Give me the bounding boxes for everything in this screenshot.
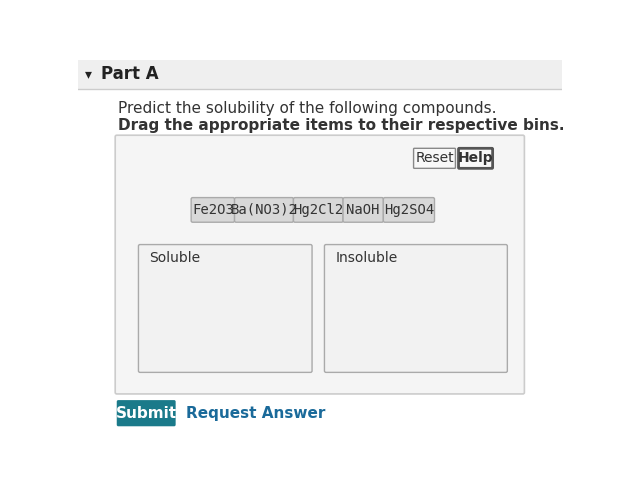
Text: Drag the appropriate items to their respective bins.: Drag the appropriate items to their resp… (119, 118, 565, 132)
Text: Request Answer: Request Answer (187, 406, 326, 421)
FancyBboxPatch shape (78, 60, 562, 89)
Text: Hg2Cl2: Hg2Cl2 (293, 203, 343, 217)
Text: Hg2SO4: Hg2SO4 (384, 203, 434, 217)
FancyBboxPatch shape (383, 198, 434, 222)
FancyBboxPatch shape (115, 135, 524, 394)
FancyBboxPatch shape (117, 400, 175, 426)
FancyBboxPatch shape (324, 245, 507, 373)
Text: Insoluble: Insoluble (335, 251, 397, 265)
Text: NaOH: NaOH (346, 203, 380, 217)
Text: ▾: ▾ (85, 67, 92, 81)
FancyBboxPatch shape (139, 245, 312, 373)
Text: Submit: Submit (115, 406, 177, 421)
Text: Ba(NO3)2: Ba(NO3)2 (230, 203, 298, 217)
FancyBboxPatch shape (343, 198, 383, 222)
Text: Part A: Part A (101, 65, 159, 83)
FancyBboxPatch shape (459, 148, 492, 168)
Text: Help: Help (458, 151, 494, 165)
FancyBboxPatch shape (414, 148, 456, 168)
FancyBboxPatch shape (293, 198, 343, 222)
Text: Predict the solubility of the following compounds.: Predict the solubility of the following … (119, 101, 497, 116)
Text: Reset: Reset (415, 151, 454, 165)
FancyBboxPatch shape (191, 198, 235, 222)
Text: Soluble: Soluble (149, 251, 200, 265)
Text: Fe2O3: Fe2O3 (192, 203, 234, 217)
FancyBboxPatch shape (235, 198, 293, 222)
